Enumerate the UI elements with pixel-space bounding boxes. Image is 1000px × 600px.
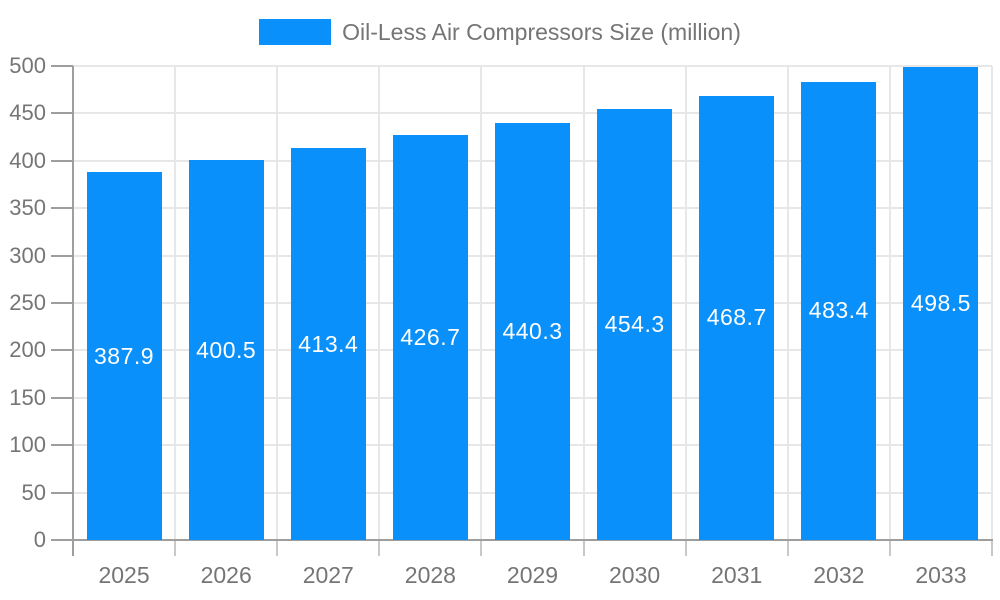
bar[interactable]: 400.5 bbox=[188, 160, 264, 540]
x-axis-label: 2033 bbox=[915, 562, 967, 588]
y-tick bbox=[51, 396, 73, 399]
x-axis-label: 2031 bbox=[711, 562, 763, 588]
x-tick bbox=[378, 540, 381, 556]
y-axis-label: 0 bbox=[33, 527, 46, 552]
y-tick bbox=[51, 159, 73, 162]
y-axis-label: 450 bbox=[9, 100, 46, 126]
y-tick bbox=[51, 349, 73, 352]
x-axis-label: 2028 bbox=[404, 562, 456, 588]
x-gridline bbox=[582, 66, 585, 540]
y-axis-label: 200 bbox=[9, 337, 46, 363]
x-gridline bbox=[174, 66, 177, 540]
legend-label: Oil-Less Air Compressors Size (million) bbox=[342, 18, 741, 45]
x-axis-label: 2027 bbox=[302, 562, 354, 588]
bar[interactable]: 387.9 bbox=[86, 172, 162, 540]
y-axis-label: 300 bbox=[9, 242, 46, 268]
bar-value-label: 454.3 bbox=[604, 311, 665, 338]
y-axis-label: 500 bbox=[9, 53, 46, 78]
y-tick bbox=[51, 65, 73, 67]
bar-value-label: 468.7 bbox=[706, 304, 767, 331]
bar-value-label: 400.5 bbox=[196, 336, 257, 363]
x-axis-label: 2032 bbox=[813, 562, 865, 588]
bar[interactable]: 413.4 bbox=[290, 148, 366, 540]
x-tick bbox=[684, 540, 687, 556]
x-axis-line bbox=[71, 539, 993, 541]
x-axis-label: 2030 bbox=[609, 562, 661, 588]
bar-value-label: 387.9 bbox=[94, 342, 155, 369]
bar[interactable]: 440.3 bbox=[495, 122, 570, 540]
y-tick bbox=[51, 112, 73, 115]
y-tick bbox=[51, 491, 73, 494]
y-axis-label: 50 bbox=[21, 479, 46, 505]
y-axis-label: 350 bbox=[9, 195, 46, 221]
bar[interactable]: 498.5 bbox=[903, 67, 979, 540]
bar[interactable]: 454.3 bbox=[597, 109, 673, 540]
x-gridline bbox=[378, 66, 381, 540]
bar[interactable]: 468.7 bbox=[699, 95, 775, 540]
bar[interactable]: 483.4 bbox=[801, 81, 877, 540]
x-axis-label: 2025 bbox=[98, 562, 150, 588]
x-tick bbox=[480, 540, 483, 556]
bar-value-label: 498.5 bbox=[910, 290, 971, 317]
y-gridline bbox=[73, 65, 992, 67]
x-axis-label: 2029 bbox=[506, 562, 559, 588]
y-axis-label: 150 bbox=[9, 384, 46, 410]
bar-value-label: 413.4 bbox=[298, 330, 359, 357]
legend-swatch[interactable] bbox=[259, 19, 332, 45]
bar-value-label: 426.7 bbox=[400, 324, 461, 351]
y-axis-label: 250 bbox=[9, 290, 46, 315]
x-gridline bbox=[276, 66, 279, 540]
x-gridline bbox=[991, 66, 993, 540]
y-tick bbox=[51, 207, 73, 210]
bar-value-label: 483.4 bbox=[808, 297, 869, 324]
y-tick bbox=[51, 302, 73, 304]
x-gridline bbox=[684, 66, 687, 540]
y-axis-label: 400 bbox=[9, 147, 46, 173]
y-tick bbox=[51, 539, 73, 541]
x-tick bbox=[991, 540, 993, 556]
x-tick bbox=[276, 540, 279, 556]
legend[interactable]: Oil-Less Air Compressors Size (million) bbox=[0, 19, 1000, 45]
bar-value-label: 440.3 bbox=[502, 317, 563, 344]
x-gridline bbox=[888, 66, 891, 540]
x-tick bbox=[786, 540, 789, 556]
x-gridline bbox=[480, 66, 483, 540]
x-tick bbox=[888, 540, 891, 556]
x-tick bbox=[582, 540, 585, 556]
x-axis-label: 2026 bbox=[200, 562, 252, 588]
bar[interactable]: 426.7 bbox=[392, 135, 468, 540]
y-tick bbox=[51, 254, 73, 257]
y-tick bbox=[51, 444, 73, 447]
y-axis-label: 100 bbox=[9, 432, 46, 458]
x-tick bbox=[174, 540, 177, 556]
y-gridline bbox=[73, 112, 992, 115]
x-gridline bbox=[786, 66, 789, 540]
y-axis-line bbox=[72, 66, 74, 556]
